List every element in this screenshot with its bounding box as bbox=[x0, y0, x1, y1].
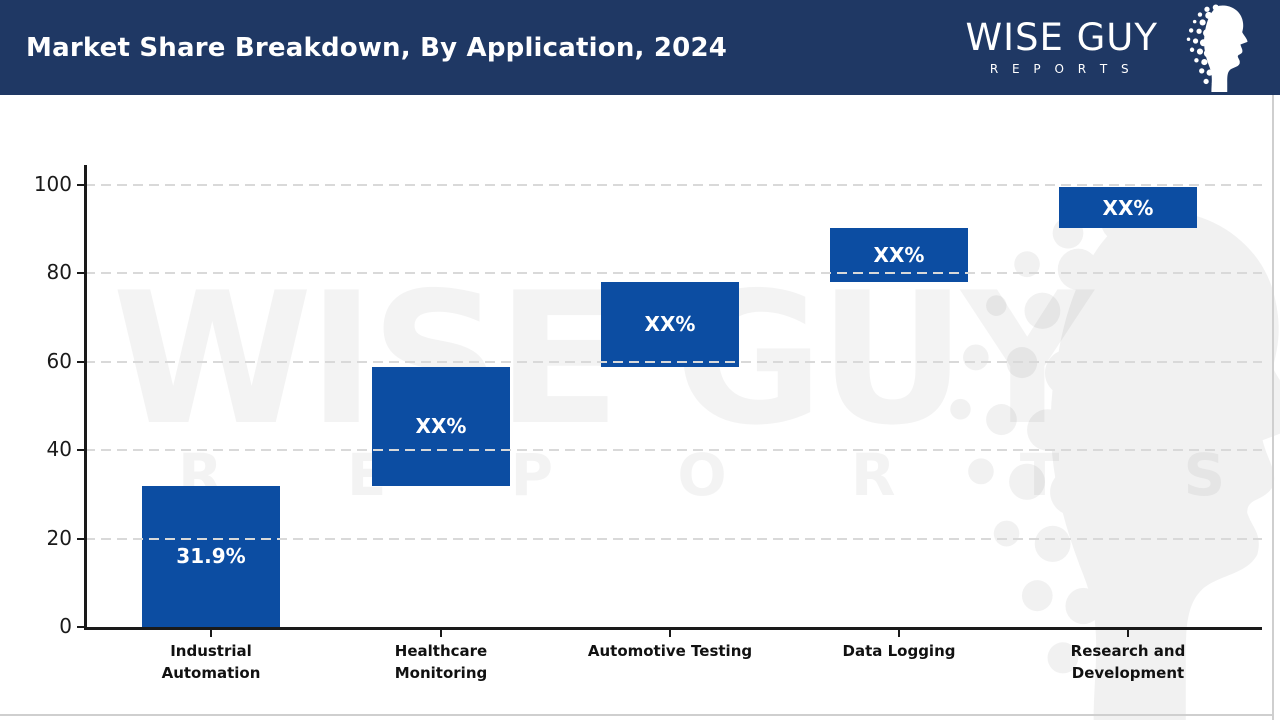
y-tick-mark bbox=[77, 537, 85, 540]
y-tick-label: 100 bbox=[33, 172, 72, 196]
y-tick-label: 40 bbox=[46, 437, 72, 462]
x-tick-mark bbox=[1127, 630, 1129, 637]
category-label: Healthcare Monitoring bbox=[326, 641, 556, 685]
logo-tagline: R E P O R T S bbox=[989, 62, 1134, 76]
category-label-line: Research and bbox=[1070, 642, 1186, 660]
waterfall-chart: 0 20 40 60 80 100 31.9% Industrial Automation XX%… bbox=[0, 95, 1280, 720]
x-tick-mark bbox=[669, 630, 671, 637]
category-label: Research and Development bbox=[1013, 641, 1243, 685]
category-label-line: Industrial bbox=[170, 642, 252, 660]
header-bar: Market Share Breakdown, By Application, … bbox=[0, 0, 1280, 95]
bar-value-label: XX% bbox=[644, 312, 696, 337]
y-tick-mark bbox=[77, 184, 85, 186]
category-label-line: Monitoring bbox=[394, 663, 488, 682]
category-label: Industrial Automation bbox=[96, 641, 326, 685]
x-tick-mark bbox=[210, 630, 212, 637]
bar-segment bbox=[601, 281, 739, 367]
bar-value-label: XX% bbox=[1102, 195, 1154, 220]
y-axis-line bbox=[84, 165, 87, 630]
category-label-line: Automation bbox=[161, 663, 261, 682]
category-label-line: Development bbox=[1071, 663, 1185, 682]
bar-value-label: XX% bbox=[873, 243, 925, 268]
logo-name: WISE GUY bbox=[965, 16, 1158, 59]
category-label: Automotive Testing bbox=[555, 641, 785, 663]
wiseguy-head-icon bbox=[1186, 3, 1248, 92]
x-axis-line bbox=[84, 627, 1262, 630]
y-tick-mark bbox=[77, 360, 85, 363]
y-tick-label: 0 bbox=[59, 614, 72, 638]
bar-segment bbox=[1059, 186, 1197, 229]
y-gridline bbox=[85, 272, 1262, 275]
frame-bottom-border bbox=[0, 714, 1274, 716]
bar-value-label: XX% bbox=[415, 414, 467, 439]
bar-segment bbox=[142, 486, 280, 627]
bar-segment bbox=[372, 366, 510, 486]
y-gridline bbox=[85, 449, 1262, 452]
y-gridline bbox=[85, 184, 1262, 186]
category-label-line: Automotive Testing bbox=[587, 642, 753, 660]
category-label-line: Data Logging bbox=[842, 642, 956, 660]
frame-right-border bbox=[1272, 95, 1274, 720]
x-tick-mark bbox=[440, 630, 442, 637]
x-tick-mark bbox=[898, 630, 900, 637]
y-tick-label: 60 bbox=[46, 348, 72, 373]
y-tick-mark bbox=[77, 272, 85, 275]
category-label-line: Healthcare bbox=[394, 642, 488, 660]
category-label: Data Logging bbox=[784, 641, 1014, 663]
y-gridline bbox=[85, 537, 1262, 540]
y-tick-label: 20 bbox=[46, 525, 72, 550]
y-tick-label: 80 bbox=[46, 260, 72, 285]
y-tick-mark bbox=[77, 626, 85, 628]
wiseguy-logo: WISE GUY R E P O R T S bbox=[966, 0, 1254, 95]
bar-value-label: 31.9% bbox=[176, 544, 246, 569]
y-gridline bbox=[85, 360, 1262, 363]
page-title: Market Share Breakdown, By Application, … bbox=[26, 32, 728, 63]
y-tick-mark bbox=[77, 449, 85, 452]
